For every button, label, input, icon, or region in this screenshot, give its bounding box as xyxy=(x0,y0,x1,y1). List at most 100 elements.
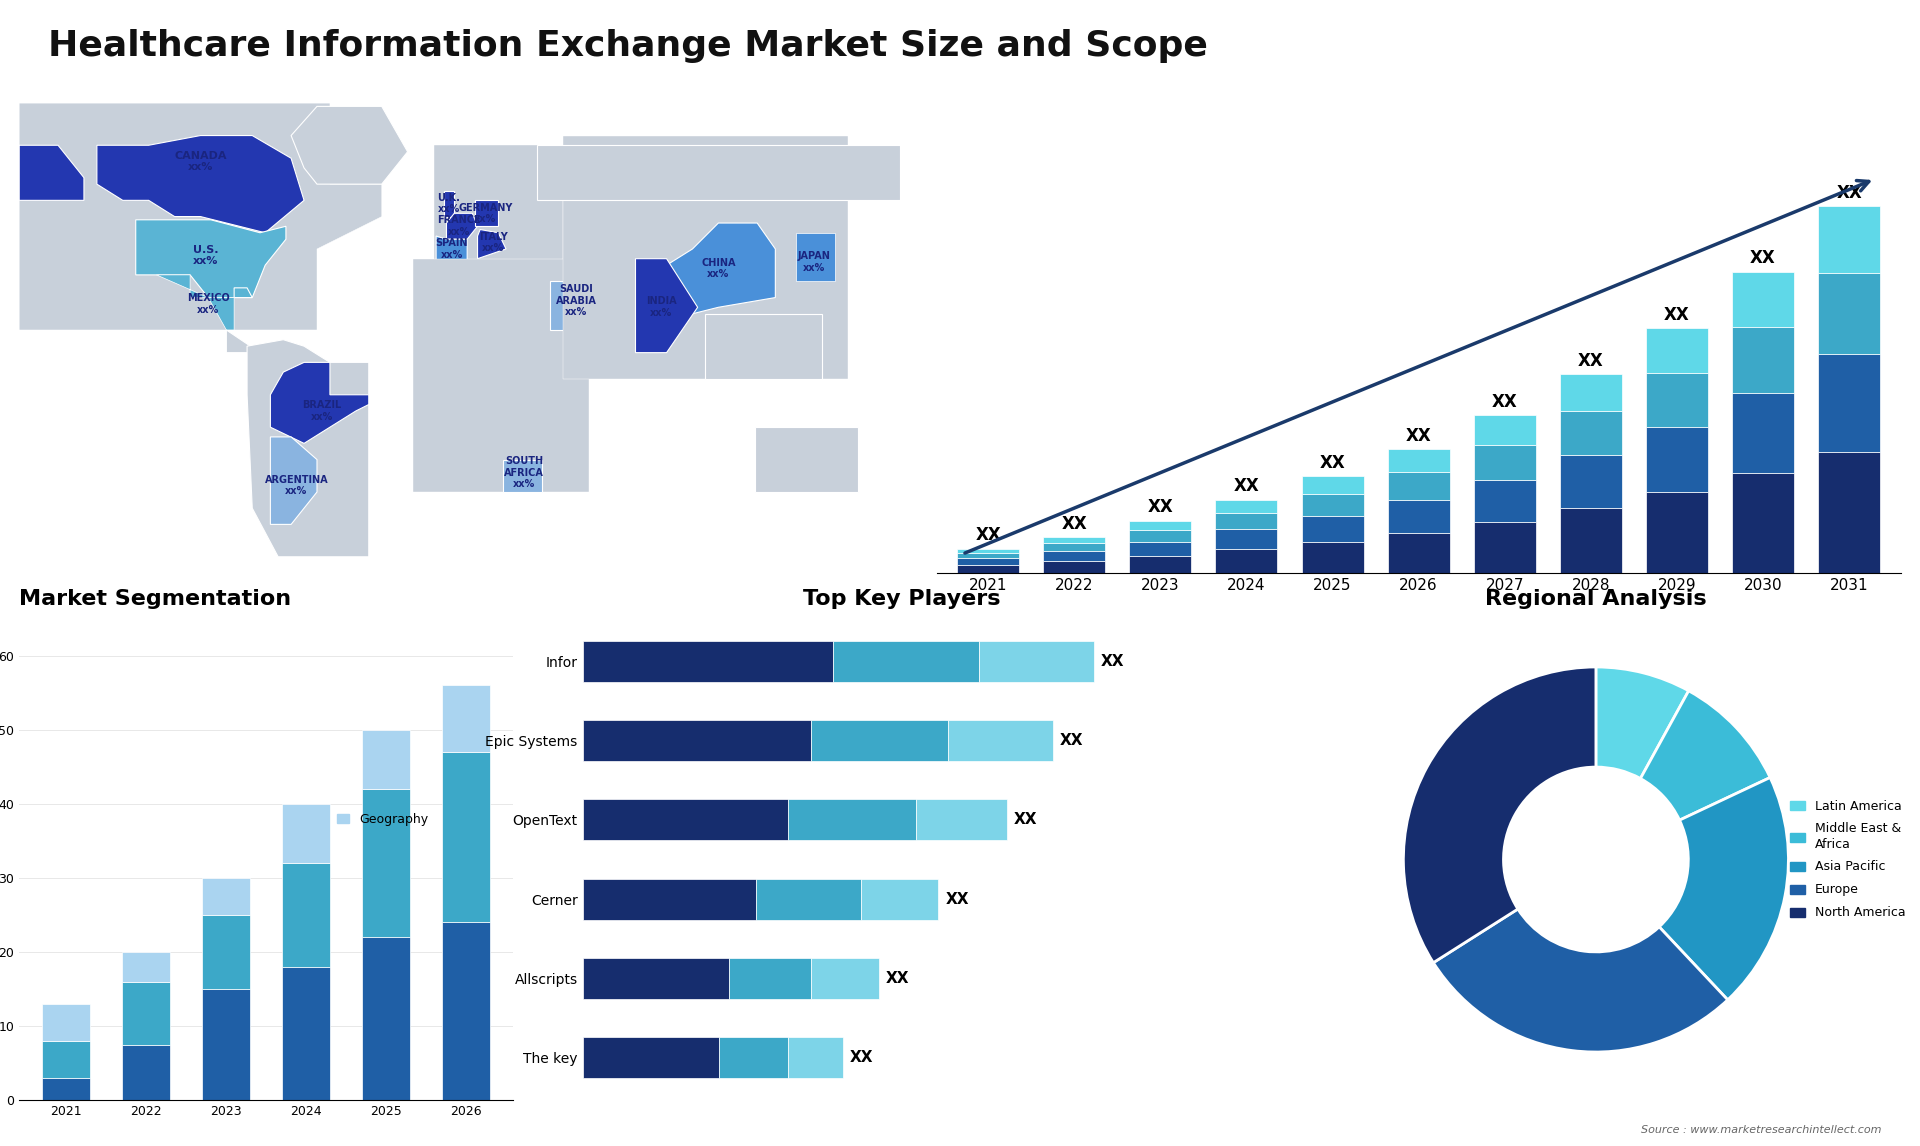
Text: XX: XX xyxy=(945,892,970,906)
Bar xyxy=(916,799,1006,840)
Legend: Latin America, Middle East &
Africa, Asia Pacific, Europe, North America: Latin America, Middle East & Africa, Asi… xyxy=(1786,794,1910,925)
Polygon shape xyxy=(549,282,601,330)
Bar xyxy=(1475,521,1536,573)
Text: CHINA
xx%: CHINA xx% xyxy=(701,258,735,280)
Bar xyxy=(42,1004,90,1041)
Bar xyxy=(1559,411,1622,455)
Text: U.K.
xx%: U.K. xx% xyxy=(438,193,461,214)
Bar xyxy=(1129,531,1192,542)
Bar xyxy=(202,878,250,915)
Bar xyxy=(1388,533,1450,573)
Polygon shape xyxy=(444,190,455,217)
Polygon shape xyxy=(649,223,776,314)
Text: XX: XX xyxy=(1751,250,1776,267)
Bar xyxy=(1818,274,1880,354)
Text: FRANCE
xx%: FRANCE xx% xyxy=(438,215,482,237)
Bar xyxy=(1215,549,1277,573)
Bar xyxy=(1215,500,1277,513)
Text: SOUTH
AFRICA
xx%: SOUTH AFRICA xx% xyxy=(505,456,543,489)
Wedge shape xyxy=(1659,777,1788,999)
Bar xyxy=(442,685,490,752)
Bar xyxy=(1645,374,1709,427)
Text: BRAZIL
xx%: BRAZIL xx% xyxy=(303,400,342,422)
Text: XX: XX xyxy=(1405,426,1432,445)
Text: XX: XX xyxy=(975,526,1000,544)
Bar xyxy=(1818,354,1880,452)
Polygon shape xyxy=(19,146,84,201)
Bar xyxy=(42,1041,90,1078)
Text: XX: XX xyxy=(1836,183,1862,202)
Text: XX: XX xyxy=(1492,393,1517,411)
Bar xyxy=(1818,206,1880,274)
Bar xyxy=(958,558,1020,565)
Polygon shape xyxy=(447,213,478,240)
Bar xyxy=(363,790,411,937)
Bar xyxy=(1732,272,1793,327)
Bar xyxy=(1818,452,1880,573)
Text: Source : www.marketresearchintellect.com: Source : www.marketresearchintellect.com xyxy=(1642,1124,1882,1135)
Polygon shape xyxy=(413,259,589,492)
Bar xyxy=(787,1037,843,1078)
Text: XX: XX xyxy=(885,971,910,986)
Bar xyxy=(42,1078,90,1100)
Polygon shape xyxy=(156,275,234,330)
Bar xyxy=(1645,329,1709,374)
Bar xyxy=(442,752,490,923)
Text: Healthcare Information Exchange Market Size and Scope: Healthcare Information Exchange Market S… xyxy=(48,29,1208,63)
Bar xyxy=(582,799,787,840)
Polygon shape xyxy=(248,339,369,557)
Bar xyxy=(1215,529,1277,549)
Bar xyxy=(1043,562,1106,573)
Bar xyxy=(282,863,330,967)
Polygon shape xyxy=(797,233,835,282)
Text: XX: XX xyxy=(1319,454,1346,472)
Bar xyxy=(1559,375,1622,411)
Polygon shape xyxy=(563,135,849,378)
Text: XX: XX xyxy=(849,1050,874,1065)
Bar xyxy=(1129,556,1192,573)
Bar xyxy=(202,989,250,1100)
Bar xyxy=(948,720,1052,761)
Text: XX: XX xyxy=(1148,499,1173,517)
Polygon shape xyxy=(292,107,407,185)
Bar xyxy=(958,549,1020,554)
Bar xyxy=(1475,445,1536,480)
Bar xyxy=(1129,520,1192,531)
Bar xyxy=(363,730,411,790)
Text: GERMANY
xx%: GERMANY xx% xyxy=(459,203,513,225)
Polygon shape xyxy=(136,220,286,298)
Bar xyxy=(1215,513,1277,529)
Title: Regional Analysis: Regional Analysis xyxy=(1484,589,1707,609)
Text: CANADA
xx%: CANADA xx% xyxy=(175,150,227,172)
Text: JAPAN
xx%: JAPAN xx% xyxy=(797,251,831,273)
Bar xyxy=(121,1045,169,1100)
Bar xyxy=(282,804,330,863)
Polygon shape xyxy=(755,427,858,492)
Polygon shape xyxy=(434,146,563,265)
Text: XX: XX xyxy=(1233,477,1260,495)
Text: XX: XX xyxy=(1060,733,1083,748)
Bar xyxy=(1043,551,1106,562)
Bar xyxy=(1302,516,1363,542)
Polygon shape xyxy=(538,146,900,201)
Bar xyxy=(958,565,1020,573)
Bar xyxy=(1559,455,1622,508)
Bar xyxy=(810,720,948,761)
Bar xyxy=(1475,415,1536,445)
Bar xyxy=(1475,480,1536,521)
Bar xyxy=(442,923,490,1100)
Wedge shape xyxy=(1596,667,1690,778)
Polygon shape xyxy=(19,103,382,330)
Bar xyxy=(833,641,979,682)
Bar xyxy=(1388,449,1450,472)
Bar xyxy=(582,958,728,999)
Text: U.S.
xx%: U.S. xx% xyxy=(192,244,219,266)
Bar xyxy=(582,1037,720,1078)
Bar xyxy=(958,554,1020,558)
Text: ARGENTINA
xx%: ARGENTINA xx% xyxy=(265,474,328,496)
Bar xyxy=(363,937,411,1100)
Polygon shape xyxy=(271,437,317,525)
Polygon shape xyxy=(96,135,303,233)
Bar xyxy=(1043,543,1106,551)
Bar xyxy=(1129,542,1192,556)
